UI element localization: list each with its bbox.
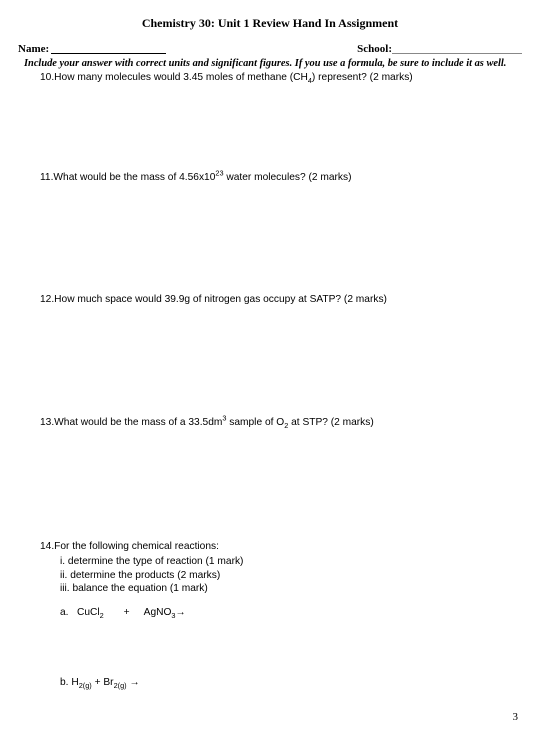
q14-ii: ii. determine the products (2 marks) (60, 569, 522, 583)
page: Chemistry 30: Unit 1 Review Hand In Assi… (0, 0, 540, 737)
name-blank (51, 43, 166, 54)
q11-text-a: What would be the mass of 4.56x10 (53, 172, 215, 183)
school-blank (392, 43, 522, 54)
q14-a-plus: + (124, 607, 130, 618)
q14-intro-line: 14.For the following chemical reactions: (40, 540, 522, 554)
q12-num: 12. (40, 294, 54, 305)
q14-b-r1-sub: 2(g) (79, 681, 92, 690)
q14-b-plus: + (92, 677, 104, 688)
header-row: Name: School: (18, 43, 522, 55)
q14-a-label: a. (60, 607, 69, 618)
q14-a-r1-sub: 2 (100, 611, 104, 620)
q14-num: 14. (40, 541, 54, 552)
instruction-text: Include your answer with correct units a… (24, 57, 522, 70)
q10-num: 10. (40, 72, 54, 83)
q14-intro: For the following chemical reactions: (54, 541, 219, 552)
q14-i: i. determine the type of reaction (1 mar… (60, 555, 522, 569)
page-number: 3 (513, 711, 519, 723)
q11-text-b: water molecules? (2 marks) (224, 172, 352, 183)
q14-a-r1: CuCl (77, 607, 100, 618)
q14-subitems: i. determine the type of reaction (1 mar… (60, 555, 522, 596)
q14-b-r2: Br (103, 677, 113, 688)
q14-part-b: b. H2(g) + Br2(g) → (60, 676, 522, 690)
q14-b-r1: H (71, 677, 78, 688)
question-13: 13.What would be the mass of a 33.5dm3 s… (40, 416, 522, 430)
q13-text-c: at STP? (2 marks) (288, 417, 373, 428)
q11-sup: 23 (215, 168, 223, 177)
q14-b-r2-sub: 2(g) (114, 681, 127, 690)
question-11: 11.What would be the mass of 4.56x1023 w… (40, 171, 522, 185)
question-12: 12.How much space would 39.9g of nitroge… (40, 293, 522, 307)
name-label: Name: (18, 43, 49, 55)
q14-b-label: b. (60, 677, 69, 688)
header-spacer (168, 43, 357, 55)
q14-b-arrow: → (127, 677, 140, 688)
school-label: School: (357, 43, 392, 55)
question-10: 10.How many molecules would 3.45 moles o… (40, 71, 522, 85)
q10-text-a: How many molecules would 3.45 moles of m… (54, 72, 308, 83)
q14-a-arrow: → (176, 607, 186, 618)
question-14: 14.For the following chemical reactions:… (40, 540, 522, 690)
q13-num: 13. (40, 417, 54, 428)
q12-text: How much space would 39.9g of nitrogen g… (54, 294, 387, 305)
page-title: Chemistry 30: Unit 1 Review Hand In Assi… (18, 16, 522, 31)
q10-text-b: ) represent? (2 marks) (312, 72, 413, 83)
q13-text-a: What would be the mass of a 33.5dm (54, 417, 222, 428)
q14-iii: iii. balance the equation (1 mark) (60, 582, 522, 596)
q11-num: 11. (40, 172, 53, 183)
q14-a-r2: AgNO (144, 607, 172, 618)
q13-text-b: sample of O (226, 417, 284, 428)
q14-part-a: a. CuCl2 + AgNO3→ (60, 606, 522, 620)
